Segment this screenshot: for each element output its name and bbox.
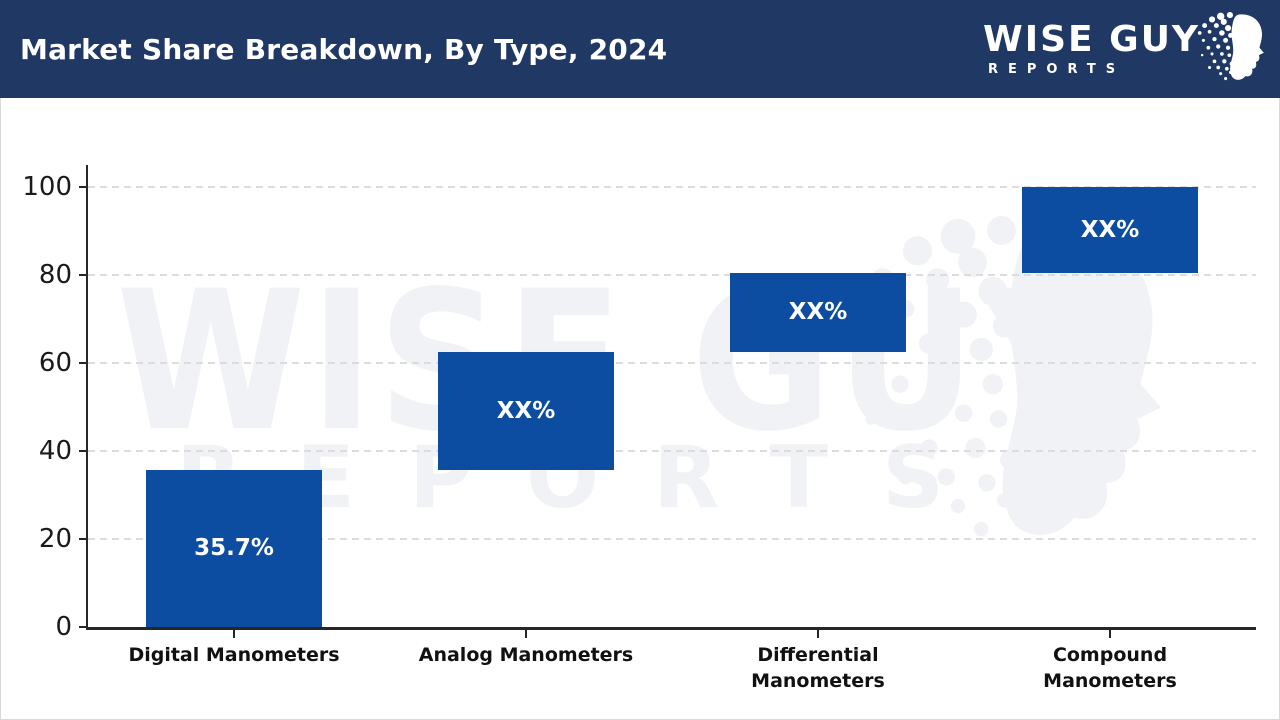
- x-category-label-3: Differential Manometers: [751, 644, 885, 692]
- y-tick-label-0: 0: [55, 612, 72, 642]
- logo-subtitle: REPORTS: [987, 62, 1126, 77]
- bar-value-label: XX%: [496, 397, 556, 424]
- x-tick-mark-1: [233, 630, 235, 638]
- y-tick-mark-60: [79, 362, 88, 364]
- bar-value-label: XX%: [1080, 216, 1140, 243]
- wise-guy-logo: WISE GUY REPORTS: [983, 10, 1280, 88]
- y-tick-mark-0: [79, 626, 88, 628]
- x-axis-line: [86, 627, 1256, 630]
- gridline-40: [88, 450, 1256, 452]
- x-category-label-4: Compound Manometers: [1043, 644, 1177, 692]
- page-title: Market Share Breakdown, By Type, 2024: [20, 32, 668, 66]
- y-tick-mark-80: [79, 274, 88, 276]
- gridline-60: [88, 362, 1256, 364]
- gridline-20: [88, 538, 1256, 540]
- y-tick-label-20: 20: [38, 524, 72, 554]
- logo-text: WISE GUY REPORTS: [982, 19, 1200, 78]
- y-tick-label-40: 40: [38, 436, 72, 466]
- bar-analog-manometers: XX%: [438, 352, 614, 470]
- x-category-label-1: Digital Manometers: [128, 644, 340, 666]
- header-bar: Market Share Breakdown, By Type, 2024 WI…: [0, 0, 1280, 98]
- y-tick-mark-20: [79, 538, 88, 540]
- bar-differential-manometers: XX%: [730, 272, 906, 352]
- chart-region: WISE GUY REPORTS 02040608010035.7%Digita…: [0, 98, 1280, 720]
- y-tick-label-60: 60: [38, 348, 72, 378]
- y-tick-label-80: 80: [38, 260, 72, 290]
- x-tick-mark-4: [1109, 630, 1111, 638]
- x-tick-mark-2: [525, 630, 527, 638]
- y-tick-label-100: 100: [22, 172, 72, 202]
- gridline-80: [88, 274, 1256, 276]
- y-tick-mark-40: [79, 450, 88, 452]
- y-tick-mark-100: [79, 186, 88, 188]
- x-tick-mark-3: [817, 630, 819, 638]
- logo-wordmark: WISE GUY: [982, 19, 1200, 60]
- bar-value-label: XX%: [788, 299, 848, 326]
- bar-compound-manometers: XX%: [1022, 187, 1198, 273]
- x-category-label-2: Analog Manometers: [418, 644, 634, 666]
- bar-value-label: 35.7%: [194, 535, 274, 562]
- bar-digital-manometers: 35.7%: [146, 469, 322, 627]
- y-axis-line: [86, 165, 88, 630]
- gridline-100: [88, 186, 1256, 188]
